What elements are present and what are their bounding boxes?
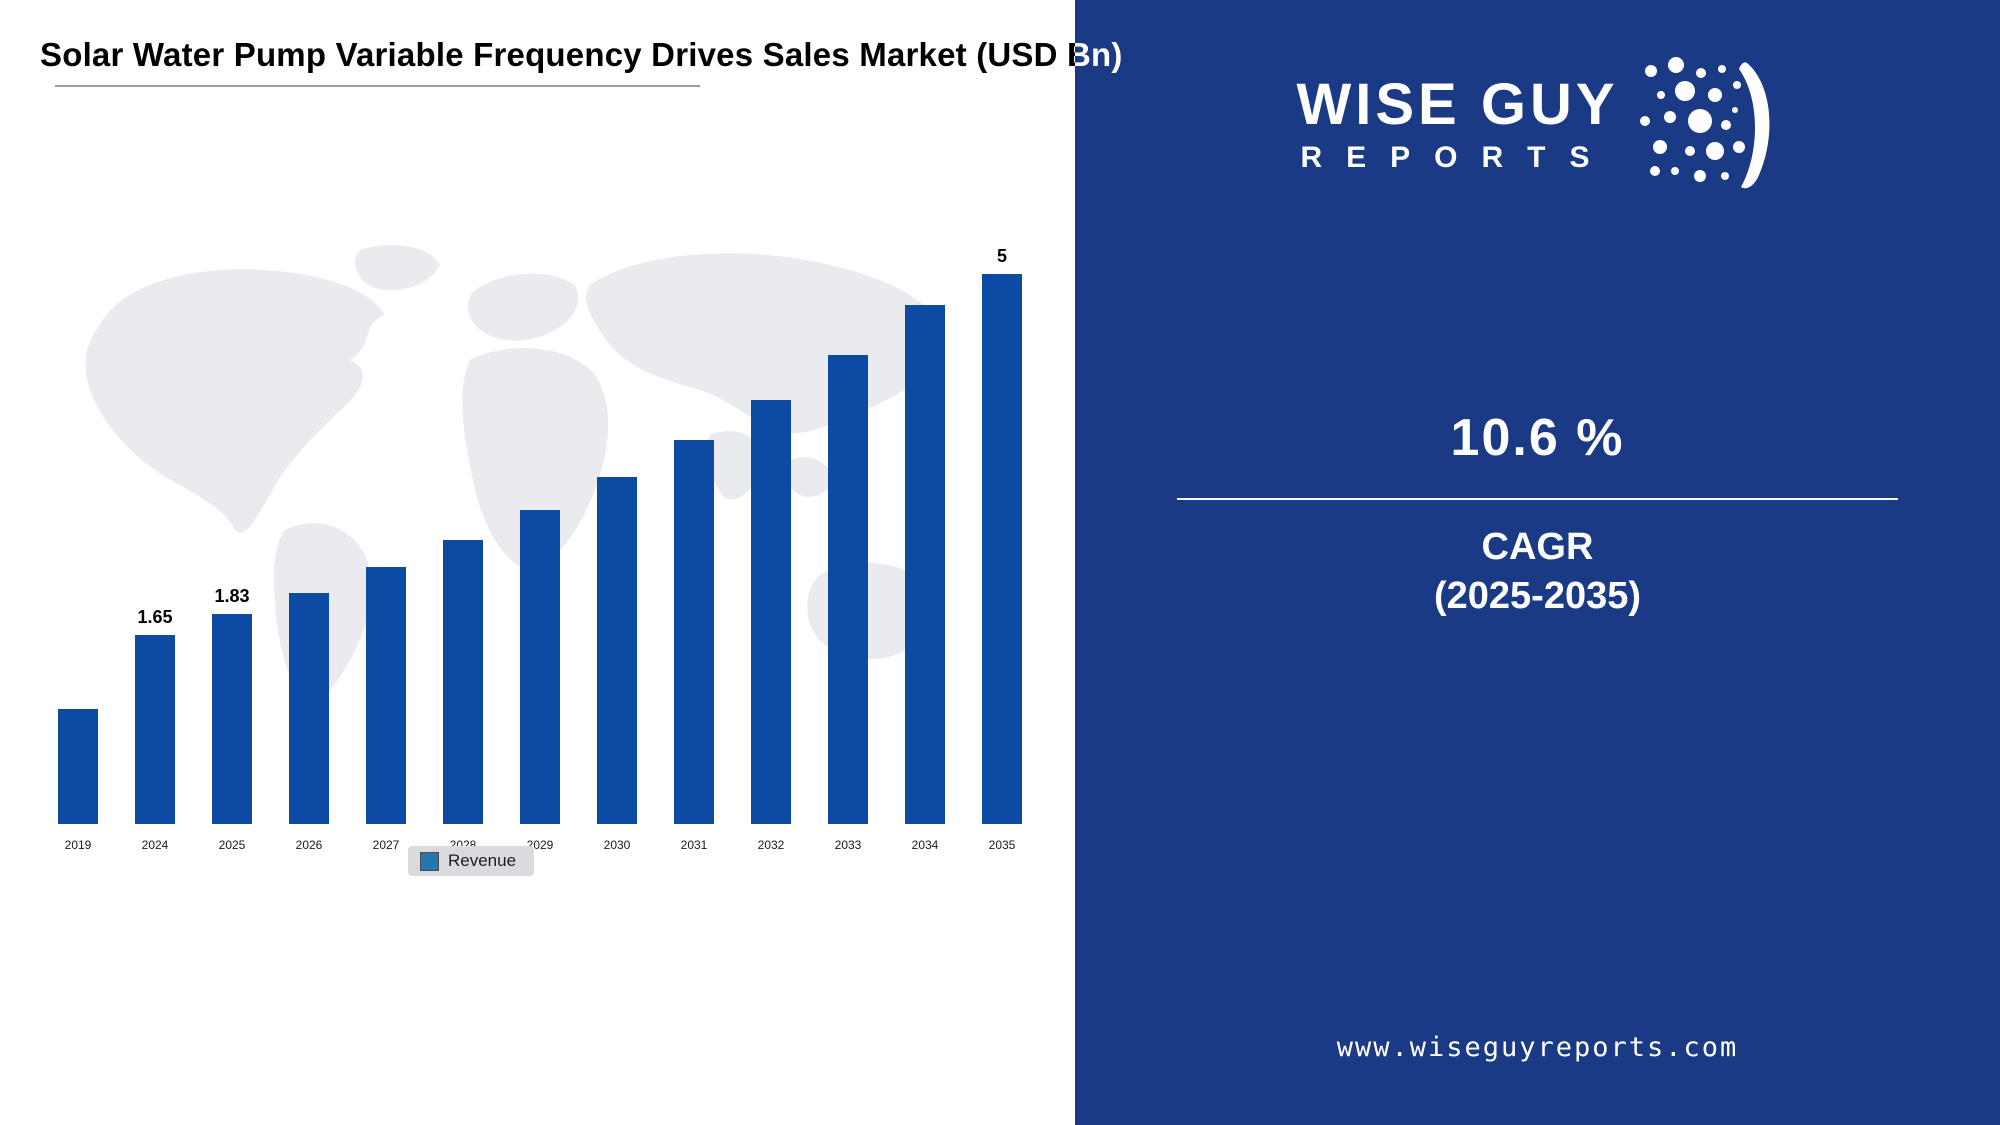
legend-label: Revenue [448,851,517,870]
x-axis-tick-label: 2030 [603,838,631,852]
revenue-bar [135,635,175,824]
revenue-bar [982,274,1022,824]
revenue-bar [289,593,329,824]
logo-line1: WISE GUY [1296,71,1619,137]
x-axis-tick-label: 2027 [372,838,400,852]
bar-group [40,246,116,824]
bar-group: 1.65 [117,246,193,824]
bar-group [887,246,963,824]
x-axis: 2019 2024 2025 2026 2027 2028 2029 2030 2031 2032… [40,838,1040,852]
logo-line2: REPORTS [1300,141,1614,175]
cagr-period: (2025-2035) [1433,575,1642,617]
bar-value-label: 1.65 [137,607,173,627]
bar-group [810,246,886,824]
x-axis-tick-label: 2033 [834,838,862,852]
bar-group: 5 [964,246,1040,824]
bar-group [271,246,347,824]
x-axis-tick-label: 2032 [757,838,785,852]
bar-value-label: 5 [996,246,1007,266]
logo-text: WISE GUY REPORTS [1296,71,1619,176]
revenue-bar [828,355,868,824]
wise-guy-reports-logo: WISE GUY REPORTS [1075,55,2000,195]
revenue-bar [905,305,945,824]
logo-head-icon [1639,57,1769,189]
chart-legend: Revenue [408,846,535,876]
revenue-bar [751,400,791,824]
legend-swatch-icon [420,851,439,871]
revenue-bar [674,440,714,824]
cagr-value: 10.6 % [1450,409,1625,467]
chart-title: Solar Water Pump Variable Frequency Driv… [40,36,1123,73]
revenue-bar-chart: 1.65 1.83 5 2019 2024 2025 2026 2027 2028 2029 20… [40,216,1040,858]
bar-group: 1.83 [194,246,270,824]
x-axis-tick-label: 2019 [64,838,92,852]
x-axis-tick-label: 2034 [911,838,939,852]
info-panel: WISE GUY REPORTS 10.6 % CAGR (2025-2035)… [1075,0,2000,1125]
bar-group [425,246,501,824]
bar-group [656,246,732,824]
website-url: www.wiseguyreports.com [1336,1032,1739,1063]
bar-group [733,246,809,824]
revenue-bar [520,510,560,824]
revenue-bar [443,540,483,824]
x-axis-tick-label: 2024 [141,838,169,852]
x-axis-tick-label: 2035 [988,838,1016,852]
revenue-bar [58,709,98,824]
bars-container: 1.65 1.83 5 [40,246,1040,824]
cagr-divider [1176,498,1899,500]
revenue-bar [212,614,252,824]
revenue-bar [366,567,406,824]
x-axis-tick-label: 2025 [218,838,246,852]
title-underline [55,85,700,88]
cagr-block: 10.6 % CAGR (2025-2035) [1075,408,2000,618]
page-title: Solar Water Pump Variable Frequency Driv… [40,34,1180,88]
revenue-bar [597,477,637,824]
bar-group [348,246,424,824]
bar-group [502,246,578,824]
bar-value-label: 1.83 [214,586,250,606]
cagr-label: CAGR [1481,526,1594,568]
x-axis-tick-label: 2031 [680,838,708,852]
bar-group [579,246,655,824]
x-axis-tick-label: 2026 [295,838,323,852]
